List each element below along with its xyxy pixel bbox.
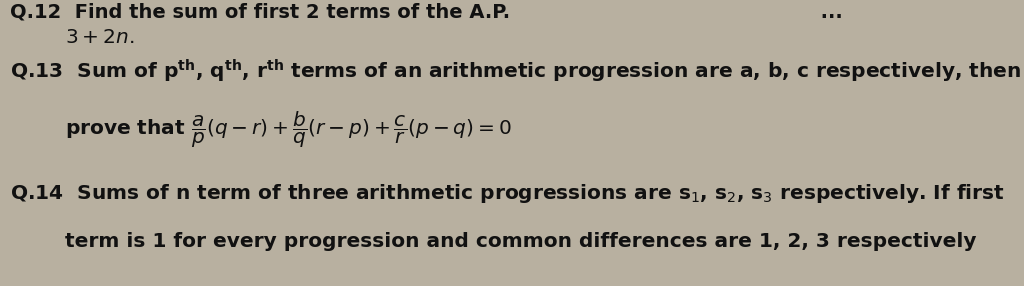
Text: Q.13  Sum of p$^{\mathbf{th}}$, q$^{\mathbf{th}}$, r$^{\mathbf{th}}$ terms of an: Q.13 Sum of p$^{\mathbf{th}}$, q$^{\math… — [10, 58, 1021, 85]
Text: Q.14  Sums of n term of three arithmetic progressions are s$_1$, s$_2$, s$_3$ re: Q.14 Sums of n term of three arithmetic … — [10, 182, 1005, 205]
Text: prove that $\dfrac{a}{p}(q-r)+\dfrac{b}{q}(r-p)+\dfrac{c}{r}(p-q)=0$: prove that $\dfrac{a}{p}(q-r)+\dfrac{b}{… — [65, 110, 512, 150]
Text: Q.12  Find the sum of first 2 terms of the A.P.                                 : Q.12 Find the sum of first 2 terms of th… — [10, 3, 843, 22]
Text: $3+2n.$: $3+2n.$ — [65, 28, 134, 47]
Text: term is 1 for every progression and common differences are 1, 2, 3 respectively: term is 1 for every progression and comm… — [65, 232, 977, 251]
